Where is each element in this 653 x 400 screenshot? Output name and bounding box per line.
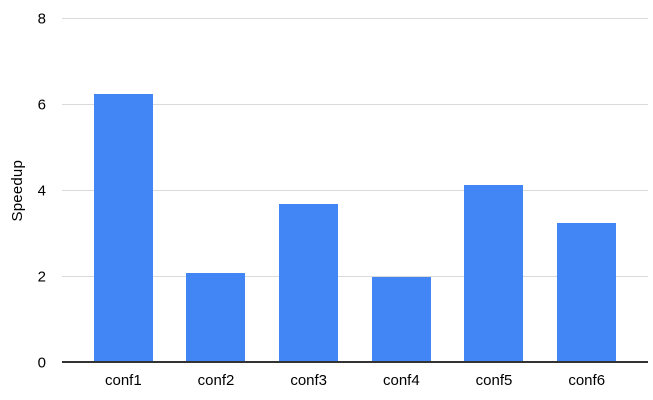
y-tick-label-0: 0 [37, 354, 46, 372]
bar-series [62, 19, 648, 363]
y-axis-tick-labels: 0 2 4 6 8 [0, 12, 52, 371]
x-axis-labels: conf1 conf2 conf3 conf4 conf5 conf6 [62, 371, 648, 391]
gridline-2 [62, 276, 648, 277]
y-tick-label-2: 2 [37, 268, 46, 286]
bar-conf1 [93, 94, 153, 363]
x-axis-label-conf2: conf2 [197, 372, 235, 389]
y-tick-label-4: 4 [37, 182, 46, 200]
y-tick-label-6: 6 [37, 96, 46, 114]
y-tick-label-8: 8 [37, 10, 46, 28]
bar-conf2 [186, 272, 246, 363]
bar-conf3 [279, 203, 339, 363]
x-axis-label-conf5: conf5 [475, 372, 513, 389]
x-axis-label-conf6: conf6 [568, 372, 606, 389]
bar-conf6 [557, 223, 617, 363]
x-axis-line [62, 361, 648, 363]
plot-area [62, 18, 648, 363]
x-axis-label-conf1: conf1 [104, 372, 142, 389]
gridline-4 [62, 190, 648, 191]
x-axis-label-conf4: conf4 [383, 372, 420, 389]
bar-conf5 [464, 184, 524, 363]
bar-conf4 [371, 277, 431, 363]
x-axis-label-conf3: conf3 [290, 372, 328, 389]
gridline-8 [62, 18, 648, 19]
gridline-6 [62, 104, 648, 105]
